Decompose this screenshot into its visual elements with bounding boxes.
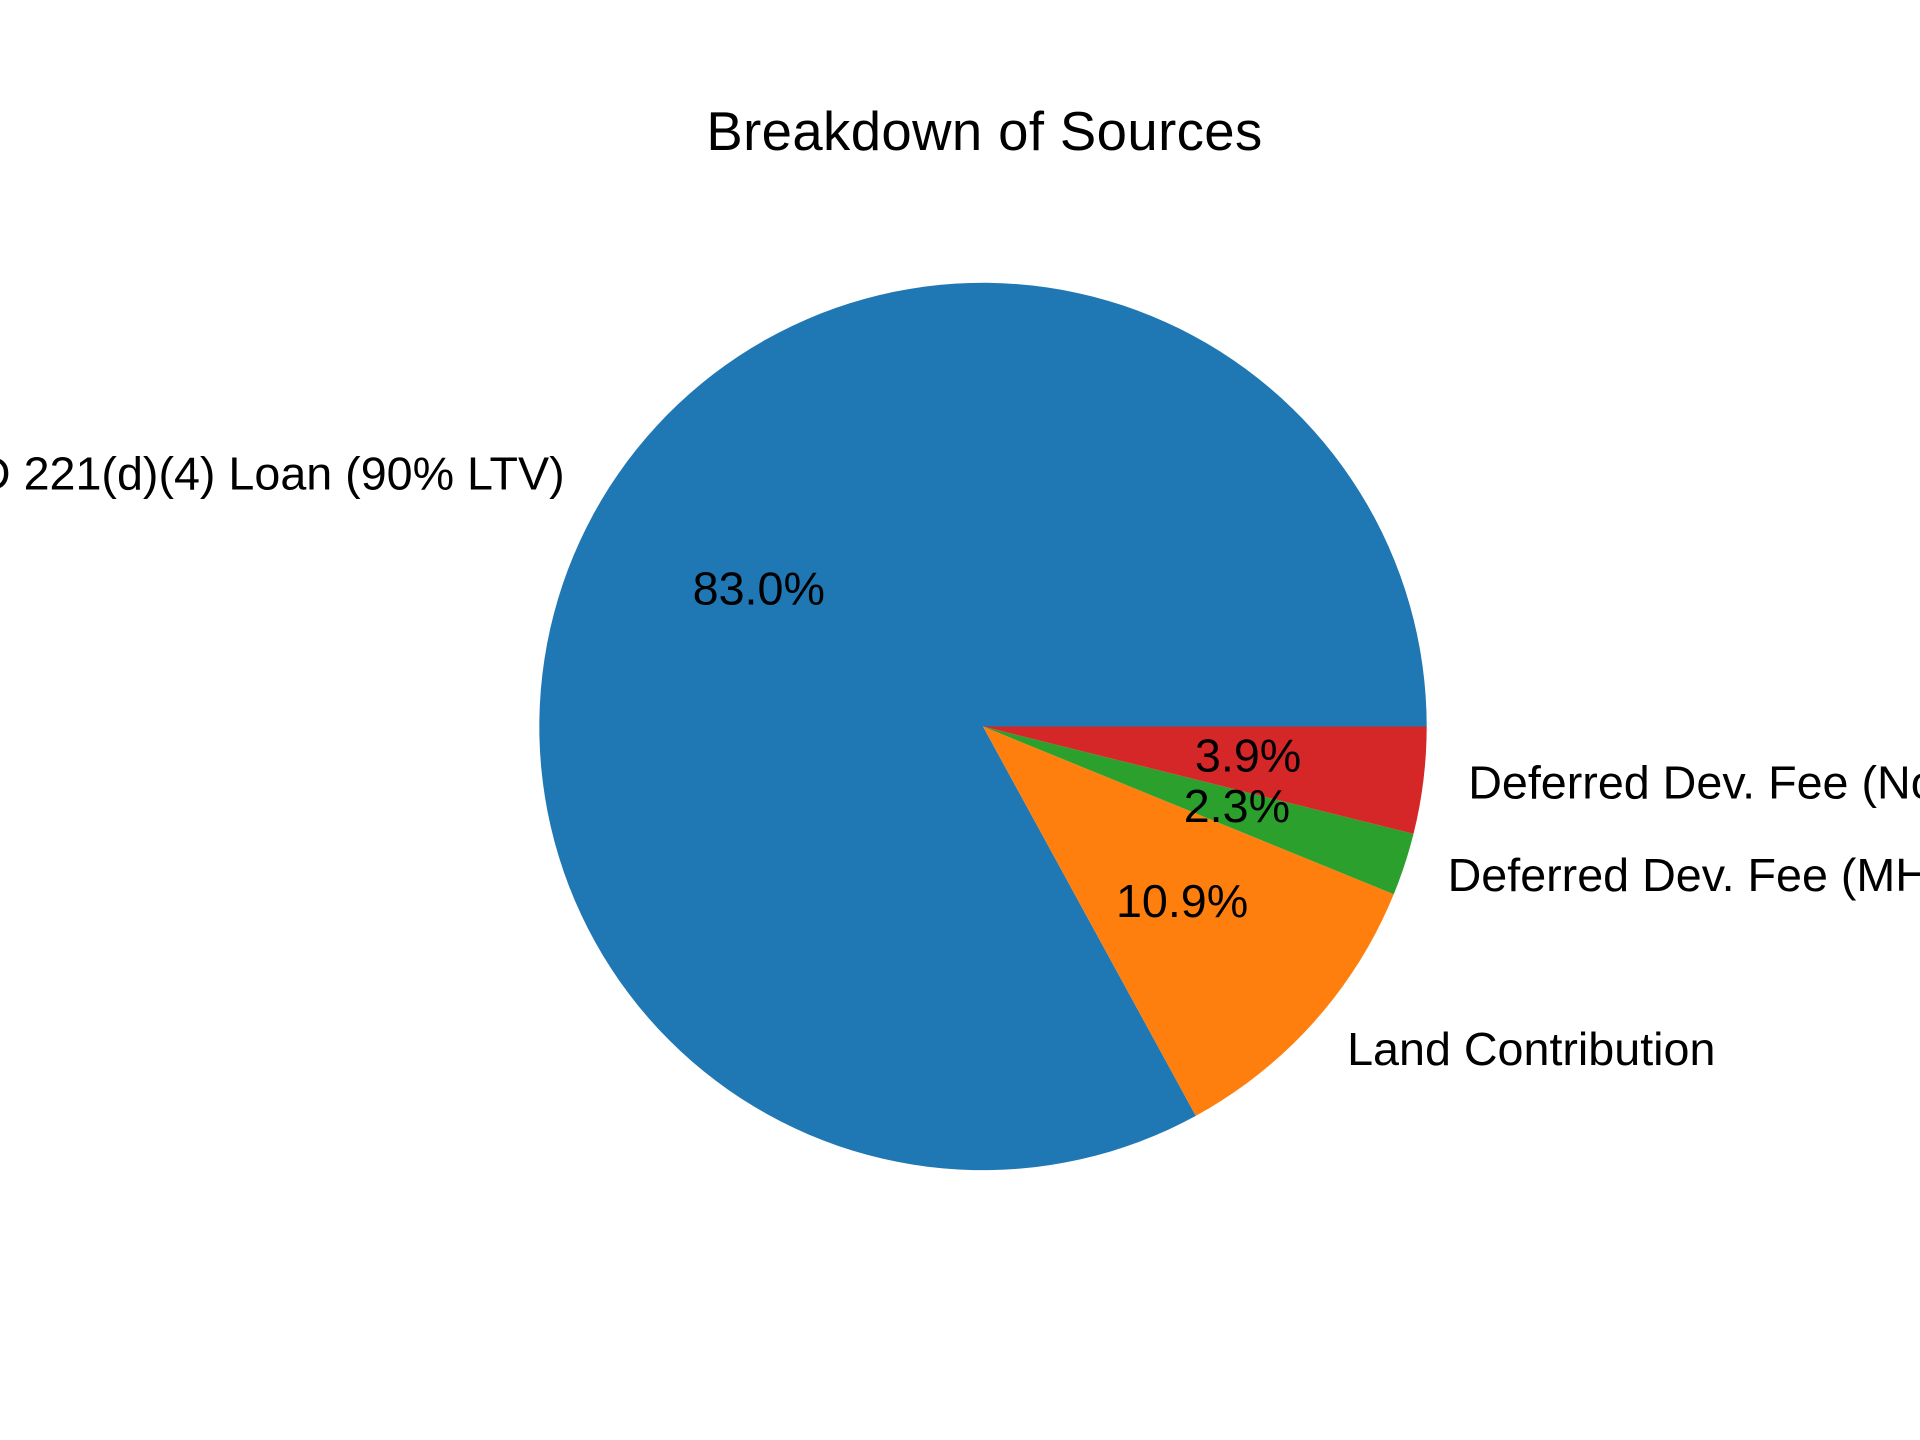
svg-text:HUD 221(d)(4) Loan (90% LTV): HUD 221(d)(4) Loan (90% LTV) — [0, 448, 565, 500]
svg-text:Breakdown of Sources: Breakdown of Sources — [706, 101, 1262, 162]
svg-text:Deferred Dev. Fee (Non-MHDC): Deferred Dev. Fee (Non-MHDC) — [1468, 757, 1920, 809]
svg-text:Deferred Dev. Fee (MHDC): Deferred Dev. Fee (MHDC) — [1448, 849, 1920, 901]
svg-text:3.9%: 3.9% — [1195, 730, 1301, 782]
svg-text:10.9%: 10.9% — [1116, 875, 1248, 927]
svg-text:Land Contribution: Land Contribution — [1347, 1023, 1715, 1075]
svg-text:2.3%: 2.3% — [1184, 780, 1290, 832]
svg-text:83.0%: 83.0% — [693, 563, 825, 615]
